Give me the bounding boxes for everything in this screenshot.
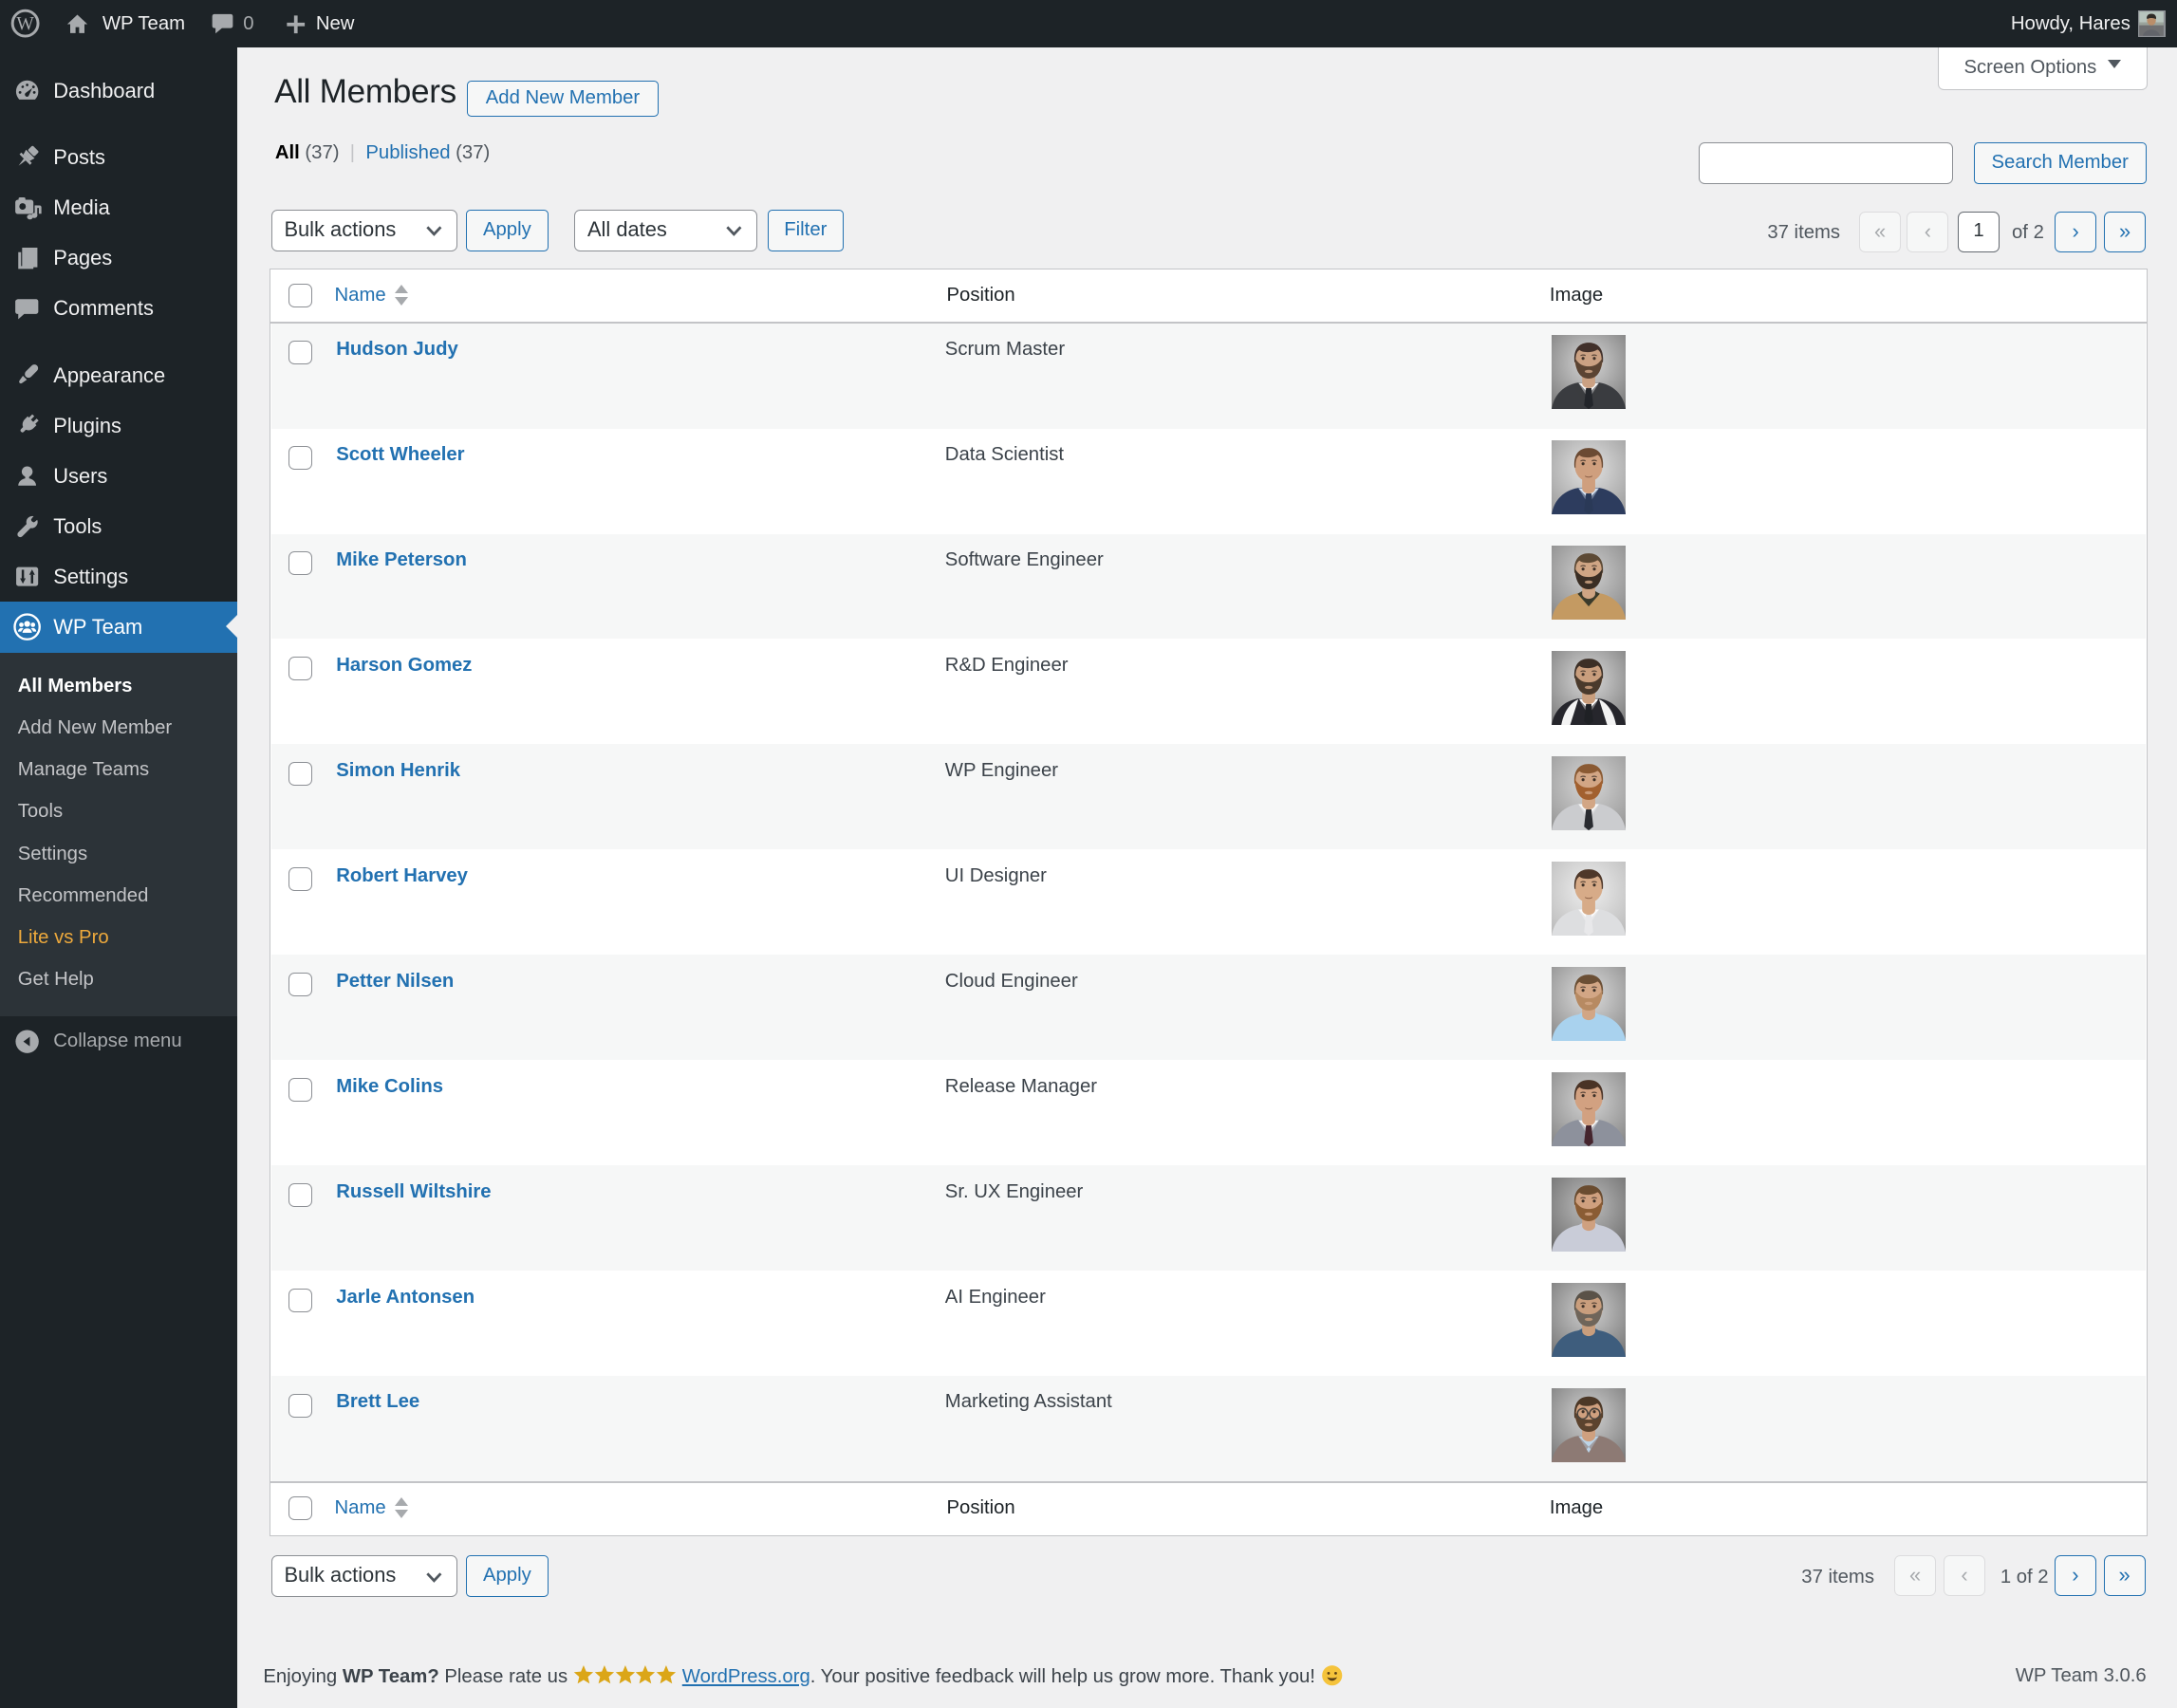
svg-text:W: W	[16, 15, 34, 35]
